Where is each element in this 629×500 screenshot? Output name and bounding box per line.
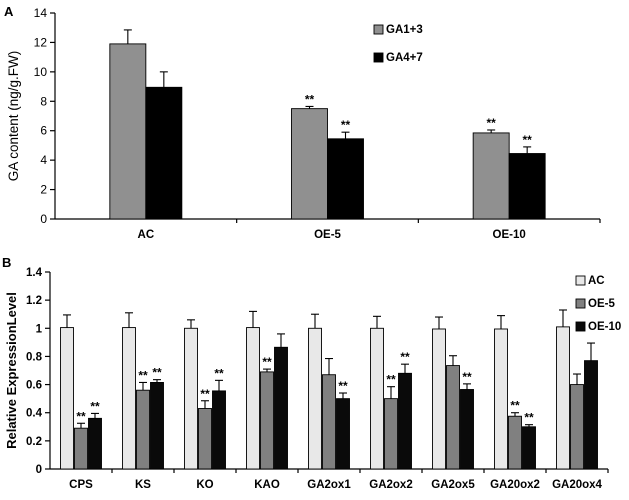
bar [291, 108, 328, 220]
bar [370, 327, 384, 470]
significance-marker: ** [486, 116, 496, 130]
bar [109, 43, 147, 220]
y-axis-tick-label: 4 [40, 153, 47, 167]
bar [184, 327, 198, 470]
legend-label: GA1+3 [386, 24, 423, 36]
x-axis-category-label: GA20ox4 [552, 479, 602, 491]
bar [570, 384, 584, 470]
significance-marker: ** [200, 387, 210, 401]
bar [336, 398, 350, 470]
x-axis-category-label: AC [138, 229, 155, 241]
bar [260, 371, 274, 470]
bar [327, 138, 364, 220]
bar [584, 360, 598, 470]
bar [212, 390, 226, 470]
significance-marker: ** [90, 399, 100, 413]
y-axis-tick-label: 1.2 [26, 295, 42, 307]
x-axis-category-label: KO [196, 479, 213, 491]
legend-swatch [575, 321, 586, 332]
x-axis-category-label: KAO [254, 479, 280, 491]
bar [60, 327, 74, 470]
panel-a-ga-content: A 0 2 4 6 8 10 12 14 GA content (ng/g.FW) AC ** ** OE… [4, 4, 601, 241]
x-axis-category-label: CPS [69, 479, 93, 491]
bar [88, 417, 102, 470]
x-axis-category-label: OE-10 [493, 229, 526, 241]
significance-marker: ** [338, 379, 348, 393]
bar [398, 372, 412, 470]
significance-marker: ** [400, 350, 410, 364]
significance-marker: ** [522, 133, 532, 147]
y-axis-tick-label: 12 [34, 35, 48, 49]
legend-swatch [575, 275, 586, 286]
bar [446, 365, 460, 470]
significance-marker: ** [152, 366, 162, 380]
significance-marker: ** [386, 373, 396, 387]
significance-marker: ** [214, 366, 224, 380]
legend-swatch [373, 24, 384, 35]
x-axis-category-label: OE-5 [314, 229, 341, 241]
legend-swatch [575, 298, 586, 309]
x-axis-category-label: KS [135, 479, 151, 491]
significance-marker: ** [524, 411, 534, 425]
x-axis-category-label: GA2ox1 [307, 479, 351, 491]
bar [246, 327, 260, 470]
legend-label: OE-5 [588, 298, 615, 310]
y-axis-title: GA content (ng/g.FW) [6, 51, 21, 182]
y-axis-tick-label: 1 [36, 323, 43, 335]
legend-label: GA4+7 [386, 52, 423, 64]
bar [508, 415, 522, 470]
bar [472, 132, 510, 220]
bar [136, 389, 150, 470]
y-axis-tick-label: 8 [40, 94, 47, 108]
bar [432, 328, 446, 470]
legend-swatch [373, 52, 384, 63]
bar [145, 86, 183, 220]
panel-letter: A [4, 4, 14, 19]
y-axis-tick-label: 0.6 [26, 380, 42, 392]
y-axis-tick-label: 0.8 [26, 351, 43, 363]
significance-marker: ** [341, 118, 351, 132]
y-axis-tick-label: 0 [40, 212, 47, 226]
significance-marker: ** [262, 355, 272, 369]
significance-marker: ** [305, 92, 315, 106]
y-axis-tick-label: 14 [34, 6, 48, 20]
bar [494, 328, 508, 470]
significance-marker: ** [76, 409, 86, 423]
bar [460, 389, 474, 470]
x-axis-category-label: GA20ox2 [490, 479, 540, 491]
y-axis-tick-label: 10 [34, 65, 48, 79]
bar [122, 327, 136, 470]
significance-marker: ** [138, 368, 148, 382]
significance-marker: ** [462, 370, 472, 384]
bar [522, 426, 536, 470]
x-axis-category-label: GA2ox2 [369, 479, 412, 491]
y-axis-tick-label: 2 [40, 183, 47, 197]
legend-label: AC [588, 275, 605, 287]
y-axis-tick-label: 0.2 [26, 436, 42, 448]
bar [322, 374, 336, 470]
bar [508, 153, 546, 220]
legend-label: OE-10 [588, 321, 621, 333]
bar [150, 382, 164, 470]
panel-a-chart: A 0 2 4 6 8 10 12 14 GA content (ng/g.FW) AC ** ** OE… [4, 4, 601, 241]
bar [198, 408, 212, 470]
bar [74, 427, 88, 470]
y-axis-tick-label: 0 [36, 464, 42, 476]
panel-b-chart: B 0 0.2 0.4 0.6 0.8 1 1.2 1.4 Relative Expression… [2, 255, 621, 491]
y-axis-tick-label: 1.4 [26, 267, 43, 279]
significance-marker: ** [510, 399, 520, 413]
bar [384, 398, 398, 470]
panel-letter: B [2, 255, 11, 270]
bar [308, 327, 322, 470]
bar [556, 326, 570, 470]
x-axis-category-label: GA2ox5 [431, 479, 475, 491]
y-axis-title: Relative ExpressionLevel [4, 292, 19, 449]
y-axis-tick-label: 6 [40, 124, 47, 138]
bar [274, 346, 288, 470]
panel-b-relative-expression: B 0 0.2 0.4 0.6 0.8 1 1.2 1.4 Relative Expression… [0, 250, 629, 500]
y-axis-tick-label: 0.4 [26, 408, 43, 420]
